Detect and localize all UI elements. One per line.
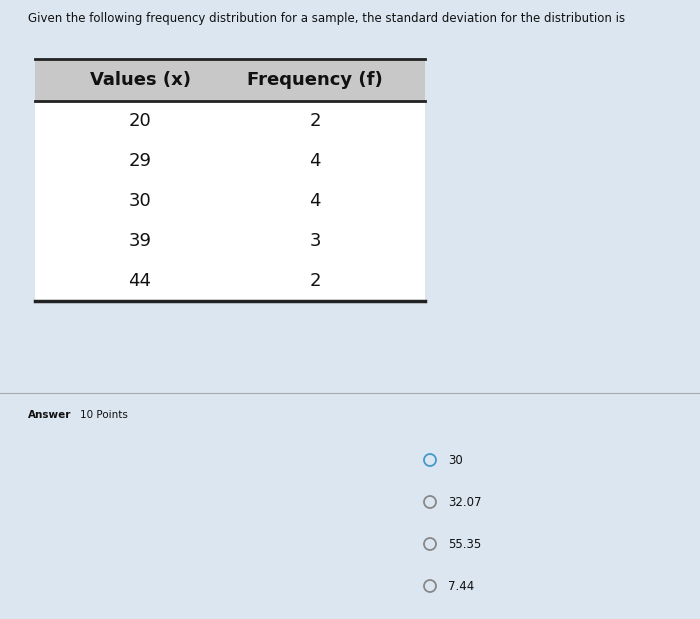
Text: Given the following frequency distribution for a sample, the standard deviation : Given the following frequency distributi…	[28, 12, 625, 25]
Text: 4: 4	[309, 192, 321, 210]
Text: Answer: Answer	[28, 410, 71, 420]
Text: 44: 44	[129, 272, 151, 290]
Text: 32.07: 32.07	[448, 495, 482, 508]
Text: 29: 29	[129, 152, 151, 170]
Text: 39: 39	[129, 232, 151, 250]
Text: 10 Points: 10 Points	[80, 410, 128, 420]
Text: 2: 2	[309, 112, 321, 130]
Text: 20: 20	[129, 112, 151, 130]
Text: 2: 2	[309, 272, 321, 290]
Text: Values (x): Values (x)	[90, 71, 190, 89]
Text: 30: 30	[129, 192, 151, 210]
Bar	[35, 59, 425, 101]
Text: 4: 4	[309, 152, 321, 170]
Text: 3: 3	[309, 232, 321, 250]
Text: 30: 30	[448, 454, 463, 467]
Text: Frequency (f): Frequency (f)	[247, 71, 383, 89]
Text: 55.35: 55.35	[448, 537, 482, 550]
Text: 7.44: 7.44	[448, 579, 475, 592]
Bar	[35, 101, 425, 301]
